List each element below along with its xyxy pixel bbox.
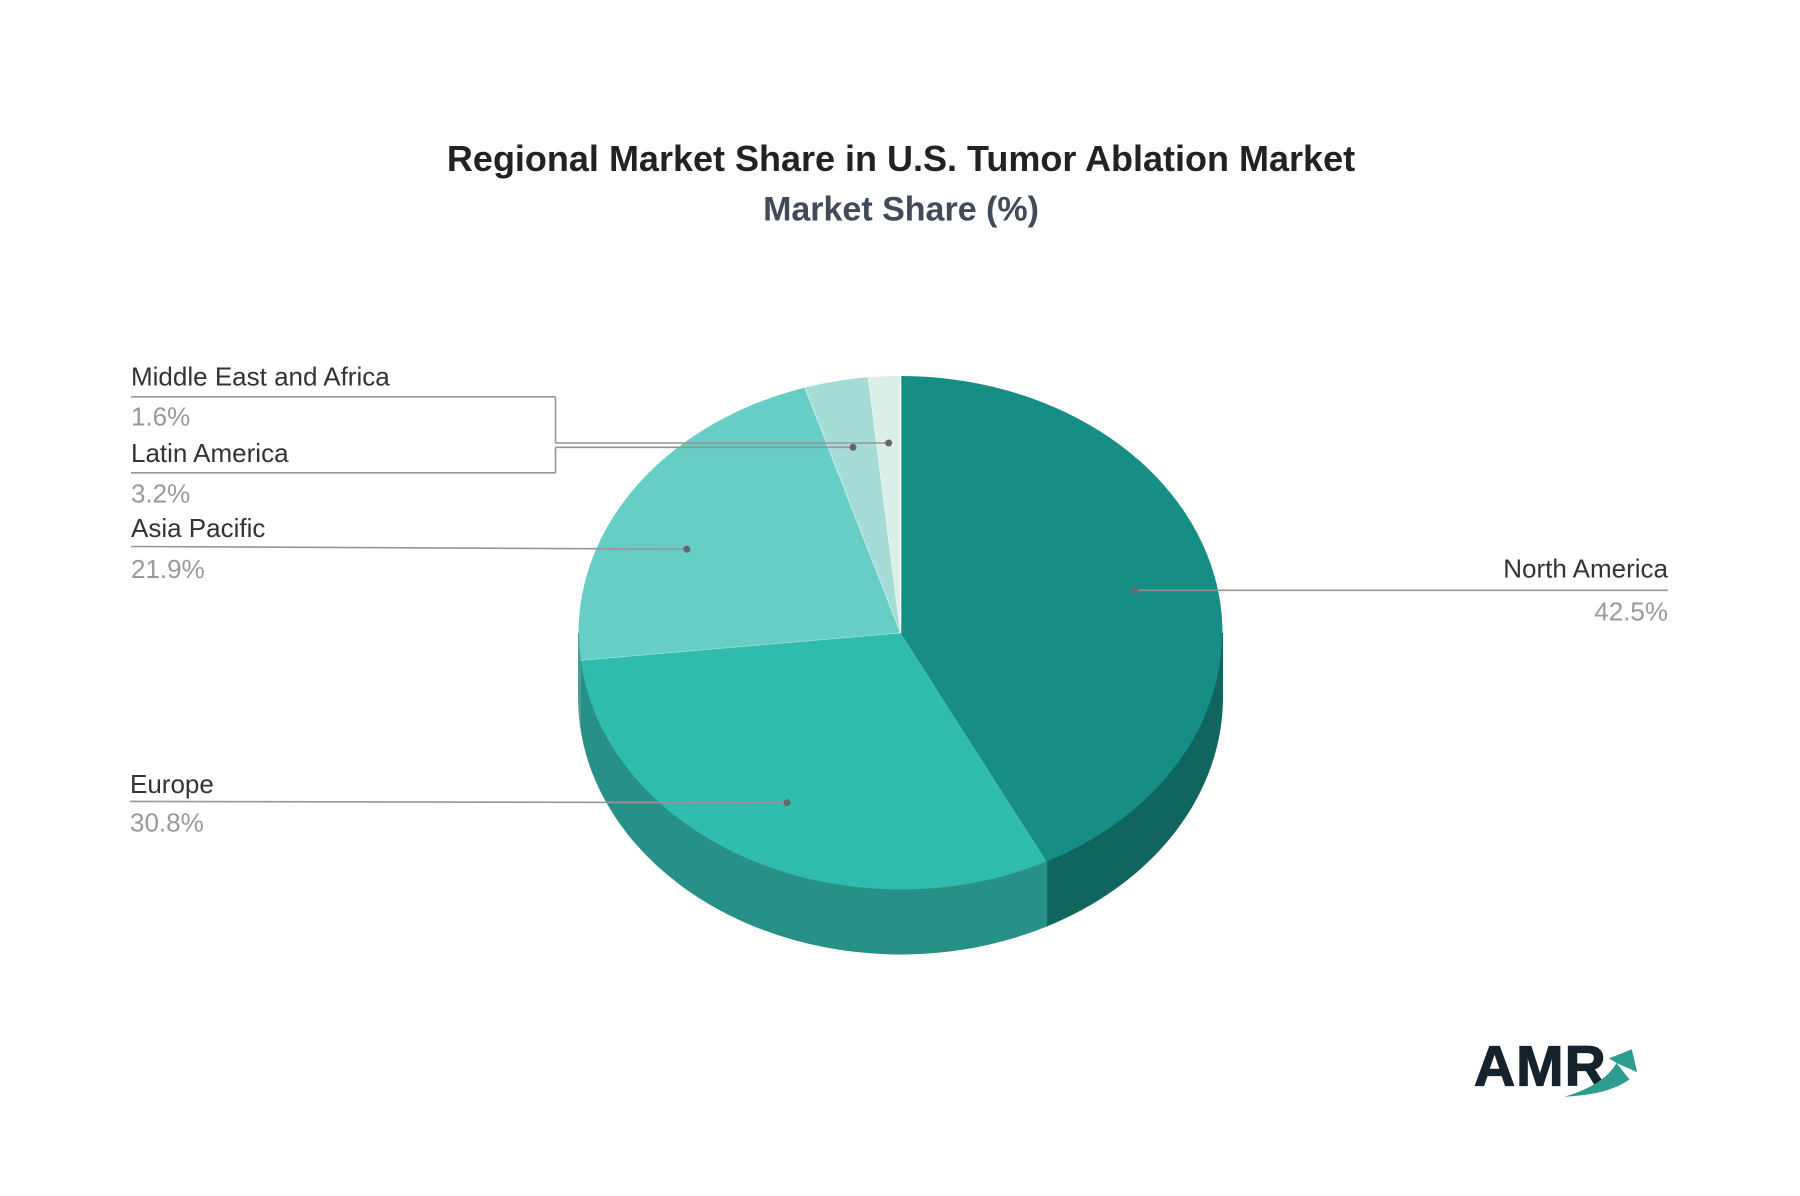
- svg-text:Market Share (%): Market Share (%): [763, 191, 1039, 229]
- svg-text:Middle East and Africa: Middle East and Africa: [131, 362, 390, 392]
- svg-text:3.2%: 3.2%: [131, 479, 190, 509]
- svg-text:Latin America: Latin America: [131, 438, 289, 468]
- svg-text:Asia Pacific: Asia Pacific: [131, 513, 265, 543]
- svg-text:30.8%: 30.8%: [130, 807, 204, 837]
- svg-text:21.9%: 21.9%: [131, 554, 205, 584]
- svg-text:AMR: AMR: [1474, 1035, 1607, 1099]
- svg-text:Regional Market Share in U.S.: Regional Market Share in U.S. Tumor Abla…: [447, 138, 1355, 179]
- svg-text:1.6%: 1.6%: [131, 402, 190, 432]
- svg-text:Europe: Europe: [130, 769, 214, 799]
- svg-text:42.5%: 42.5%: [1594, 596, 1668, 626]
- svg-text:North America: North America: [1503, 554, 1668, 584]
